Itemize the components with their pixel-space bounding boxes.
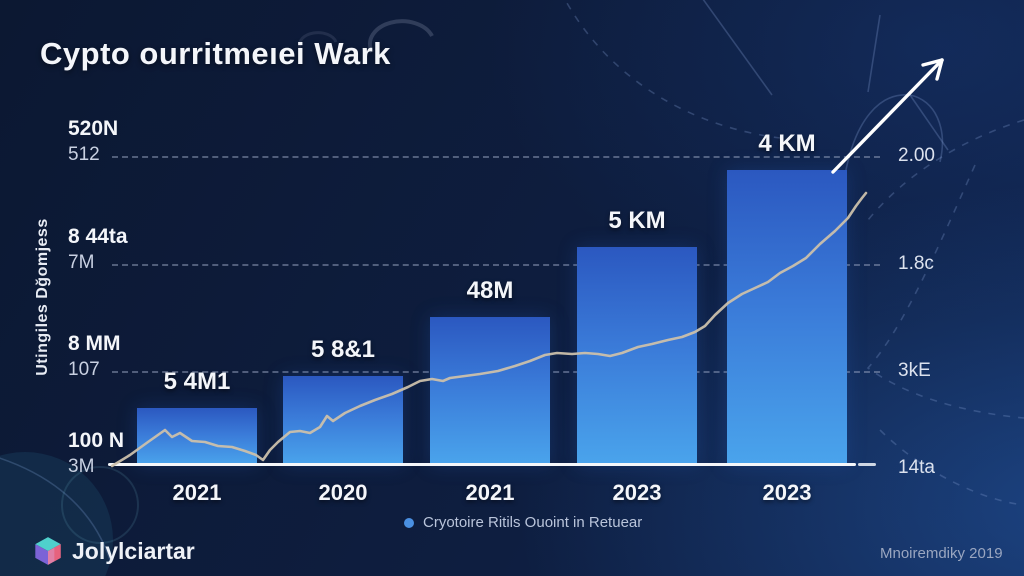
brand-logo-text: Jolylciartar [72, 537, 195, 564]
bar [283, 376, 403, 465]
bar-value-label: 48M [466, 277, 514, 304]
legend-dot-icon [404, 517, 414, 528]
y-axis-title: Utingiles Dğomjess [34, 218, 51, 376]
bar-value-label: 5 KM [608, 207, 666, 234]
x-axis-label: 2021 [465, 480, 515, 505]
ghost-ring-artifact [368, 19, 434, 53]
right-axis-tick-label: 2.00 [898, 145, 935, 166]
x-axis-label: 2021 [172, 480, 222, 505]
legend: Cryotoire Ritils Ouoint in Retuear [404, 514, 642, 531]
y-axis-tick-primary: 520N [68, 117, 119, 140]
bar [727, 170, 847, 465]
y-axis-tick-secondary: 512 [68, 144, 100, 165]
bar [577, 247, 697, 465]
legend-label: Cryotoire Ritils Ouoint in Retuear [423, 514, 643, 531]
bar-value-label: 5 8&1 [310, 336, 376, 363]
right-axis-tick-label: 3kE [898, 360, 931, 381]
x-axis-line-tick [858, 463, 876, 466]
footer-date-text: Mnoiremdiky 2019 [880, 545, 1003, 562]
page-title: Cypto ourritmeıei Wark [40, 36, 391, 71]
y-axis-tick-primary: 8 44ta [68, 225, 128, 248]
x-axis-label: 2020 [318, 480, 368, 505]
cube-logo-icon [35, 537, 61, 565]
y-axis-tick-primary: 8 MM [68, 332, 121, 355]
x-axis-label: 2023 [612, 480, 662, 505]
y-axis-tick-secondary: 7M [68, 252, 95, 273]
bar [430, 317, 550, 465]
y-axis-tick-secondary: 107 [68, 359, 100, 380]
bar-value-label: 5 4M1 [163, 368, 231, 395]
x-axis-line [108, 463, 856, 466]
growth-arrow-icon [831, 58, 944, 174]
right-axis-tick-label: 1.8c [898, 253, 934, 274]
gridline [112, 156, 880, 158]
bar-value-label: 4 KM [758, 130, 816, 157]
right-axis-tick-label: 14ta [898, 457, 935, 478]
gridline [112, 264, 880, 266]
brand-logo: Jolylciartar [34, 536, 195, 566]
trend-line [110, 191, 868, 468]
x-axis-label: 2023 [762, 480, 812, 505]
y-axis-tick-primary: 100 N [68, 429, 125, 452]
y-axis-tick-secondary: 3M [68, 456, 95, 477]
